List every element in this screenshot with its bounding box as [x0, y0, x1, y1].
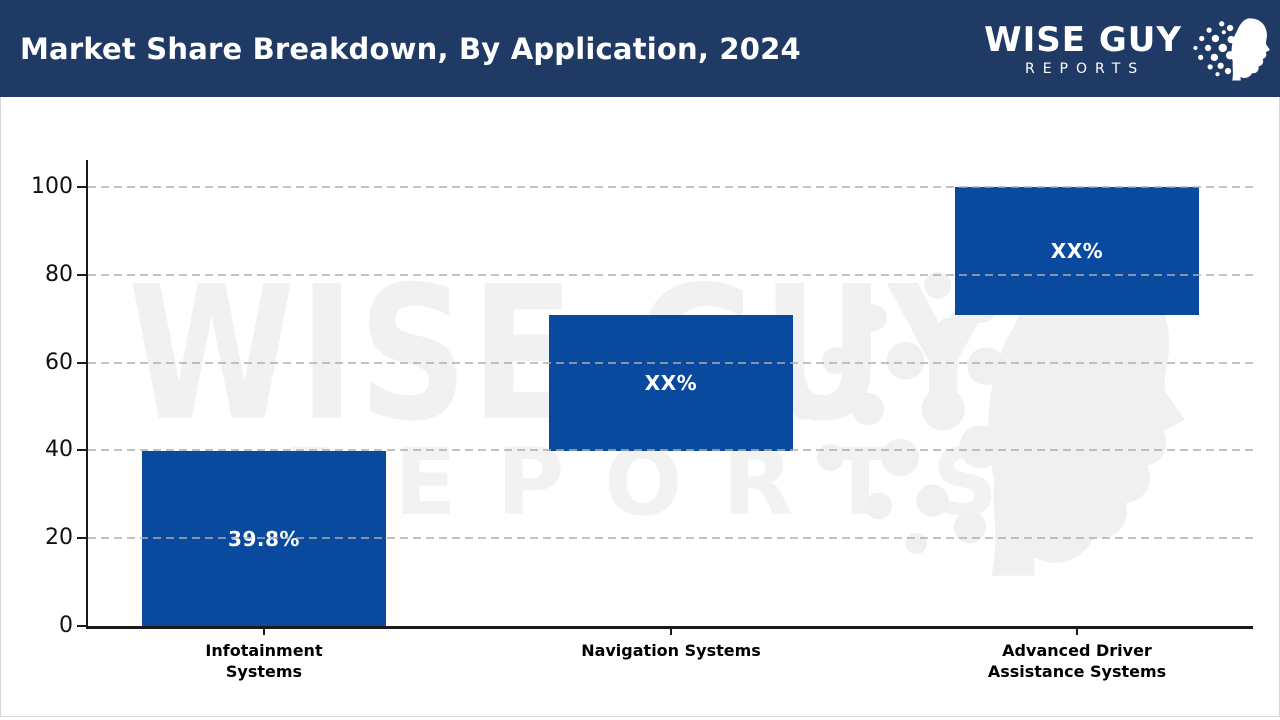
logo-face-icon — [1193, 18, 1270, 81]
x-category-label: Infotainment Systems — [205, 641, 323, 681]
logo-subtext: REPORTS — [1024, 60, 1146, 77]
logo-wordmark: WISE GUY — [984, 19, 1182, 60]
y-tick-mark — [77, 361, 86, 364]
bar-segment: XX% — [549, 315, 793, 452]
y-tick-label: 40 — [45, 437, 73, 463]
bar-value-label: XX% — [644, 371, 698, 396]
gridline — [88, 449, 1253, 452]
logo: WISE GUY REPORTS — [984, 6, 1270, 92]
y-tick-label: 80 — [45, 261, 73, 287]
bar-segment: XX% — [955, 187, 1199, 316]
y-tick-mark — [77, 186, 86, 188]
x-tick-mark — [263, 629, 265, 635]
gridline — [88, 186, 1253, 188]
y-tick-mark — [77, 449, 86, 452]
x-axis-line — [86, 626, 1253, 629]
page-title: Market Share Breakdown, By Application, … — [20, 31, 801, 66]
y-tick-label: 100 — [31, 174, 73, 199]
header-bar: Market Share Breakdown, By Application, … — [0, 0, 1280, 97]
y-axis-spine — [86, 160, 88, 629]
logo-text: WISE GUY REPORTS — [984, 23, 1182, 76]
y-tick-mark — [77, 273, 86, 276]
y-tick-mark — [77, 537, 86, 540]
x-tick-mark — [1076, 629, 1078, 635]
bar-value-label: XX% — [1050, 239, 1104, 264]
y-tick-label: 60 — [45, 349, 73, 375]
gridline — [88, 361, 1253, 364]
y-tick-label: 0 — [59, 613, 73, 638]
gridline — [88, 537, 1253, 540]
x-category-label: Navigation Systems — [581, 641, 761, 660]
y-tick-mark — [77, 625, 86, 627]
x-category-label: Advanced Driver Assistance Systems — [987, 641, 1167, 681]
x-tick-mark — [670, 629, 672, 635]
y-tick-label: 20 — [45, 525, 73, 551]
gridline — [88, 273, 1253, 276]
